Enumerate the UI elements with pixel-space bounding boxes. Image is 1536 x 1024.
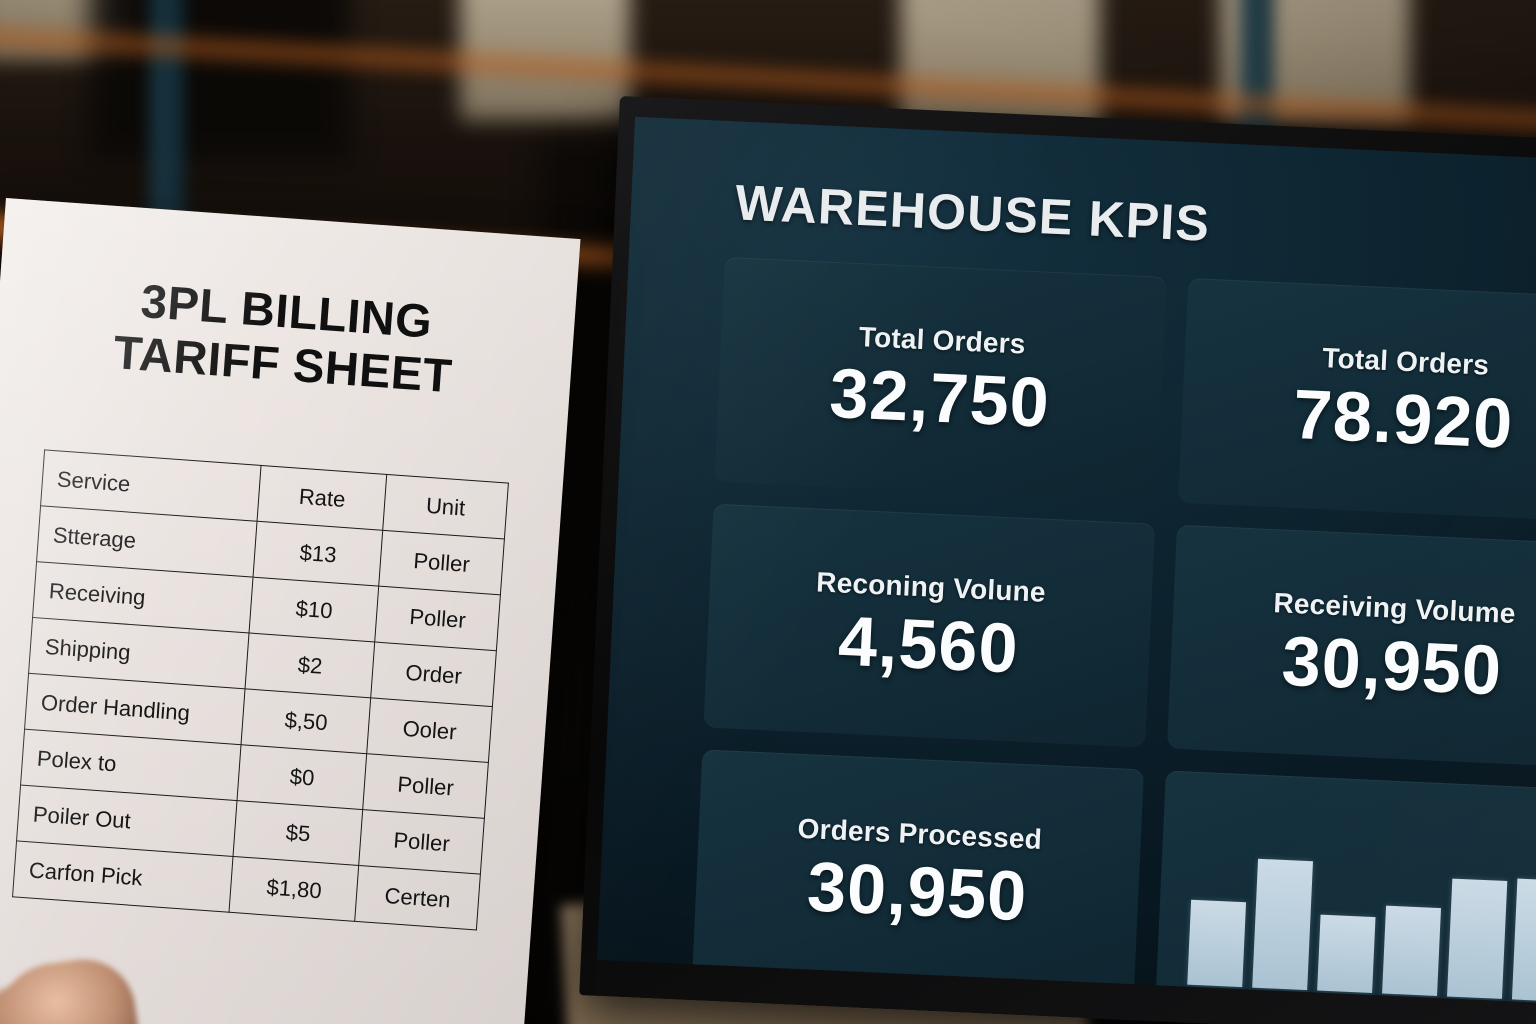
bar-chart-bar <box>1317 915 1376 994</box>
tariff-cell: $0 <box>237 744 367 810</box>
tariff-table: Service Rate Unit Stterage $13 Poller Receivin… <box>12 449 509 931</box>
tariff-cell: Certen <box>354 865 481 931</box>
bar-chart-bar <box>1511 878 1536 1002</box>
dashboard-screen: WAREHOUSE KPIS Total Orders 32,750 Total… <box>596 116 1536 1005</box>
kpi-card-reconing-volune[interactable]: Reconing Volune 4,560 <box>703 503 1156 748</box>
kpi-value: 4,560 <box>836 601 1021 688</box>
tariff-cell: $10 <box>249 577 379 643</box>
paper-title: 3PL BILLING TARIFF SHEET <box>0 264 576 411</box>
kpi-card-total-orders-2[interactable]: Total Orders 78.920 <box>1178 277 1536 523</box>
tariff-cell: $2 <box>245 633 375 698</box>
kpi-value: 32,750 <box>827 354 1052 443</box>
bar-chart-bar <box>1252 858 1313 991</box>
kpi-card-receiving-volume[interactable]: Receiving Volume 30,950 <box>1166 524 1536 769</box>
tariff-header-cell: Unit <box>382 474 509 540</box>
tariff-cell: Poller <box>374 586 501 651</box>
tariff-cell: Poller <box>362 753 489 819</box>
kpi-label: Total Orders <box>1321 342 1490 382</box>
monitor: WAREHOUSE KPIS Total Orders 32,750 Total… <box>579 96 1536 1024</box>
tariff-cell: Poller <box>358 809 485 875</box>
tariff-cell: $,50 <box>241 688 371 754</box>
bar-chart-bar <box>1447 878 1508 999</box>
kpi-grid: Total Orders 32,750 Total Orders 78.920 … <box>692 256 1536 1005</box>
tariff-cell: $5 <box>233 800 363 866</box>
tariff-cell: Poller <box>378 530 505 595</box>
kpi-card-bar-chart[interactable] <box>1155 770 1536 1005</box>
tariff-header-cell: Rate <box>257 465 387 531</box>
tariff-sheet-paper: 3PL BILLING TARIFF SHEET Service Rate Unit… <box>0 198 581 1024</box>
tariff-cell: $1,80 <box>229 856 359 922</box>
kpi-value: 78.920 <box>1291 375 1515 464</box>
dashboard-title: WAREHOUSE KPIS <box>734 174 1212 252</box>
kpi-value: 30,950 <box>1280 621 1504 710</box>
bar-chart-bar <box>1382 905 1442 996</box>
kpi-value: 30,950 <box>805 847 1029 935</box>
bar-chart <box>1171 827 1536 1005</box>
tariff-cell: Order <box>370 642 497 707</box>
kpi-label: Total Orders <box>858 321 1027 360</box>
kpi-card-orders-processed[interactable]: Orders Processed 30,950 <box>692 749 1144 995</box>
kpi-card-total-orders-1[interactable]: Total Orders 32,750 <box>714 256 1167 502</box>
tariff-cell: $13 <box>253 521 383 587</box>
bar-chart-bar <box>1187 899 1247 988</box>
tariff-cell: Ooler <box>366 697 493 763</box>
